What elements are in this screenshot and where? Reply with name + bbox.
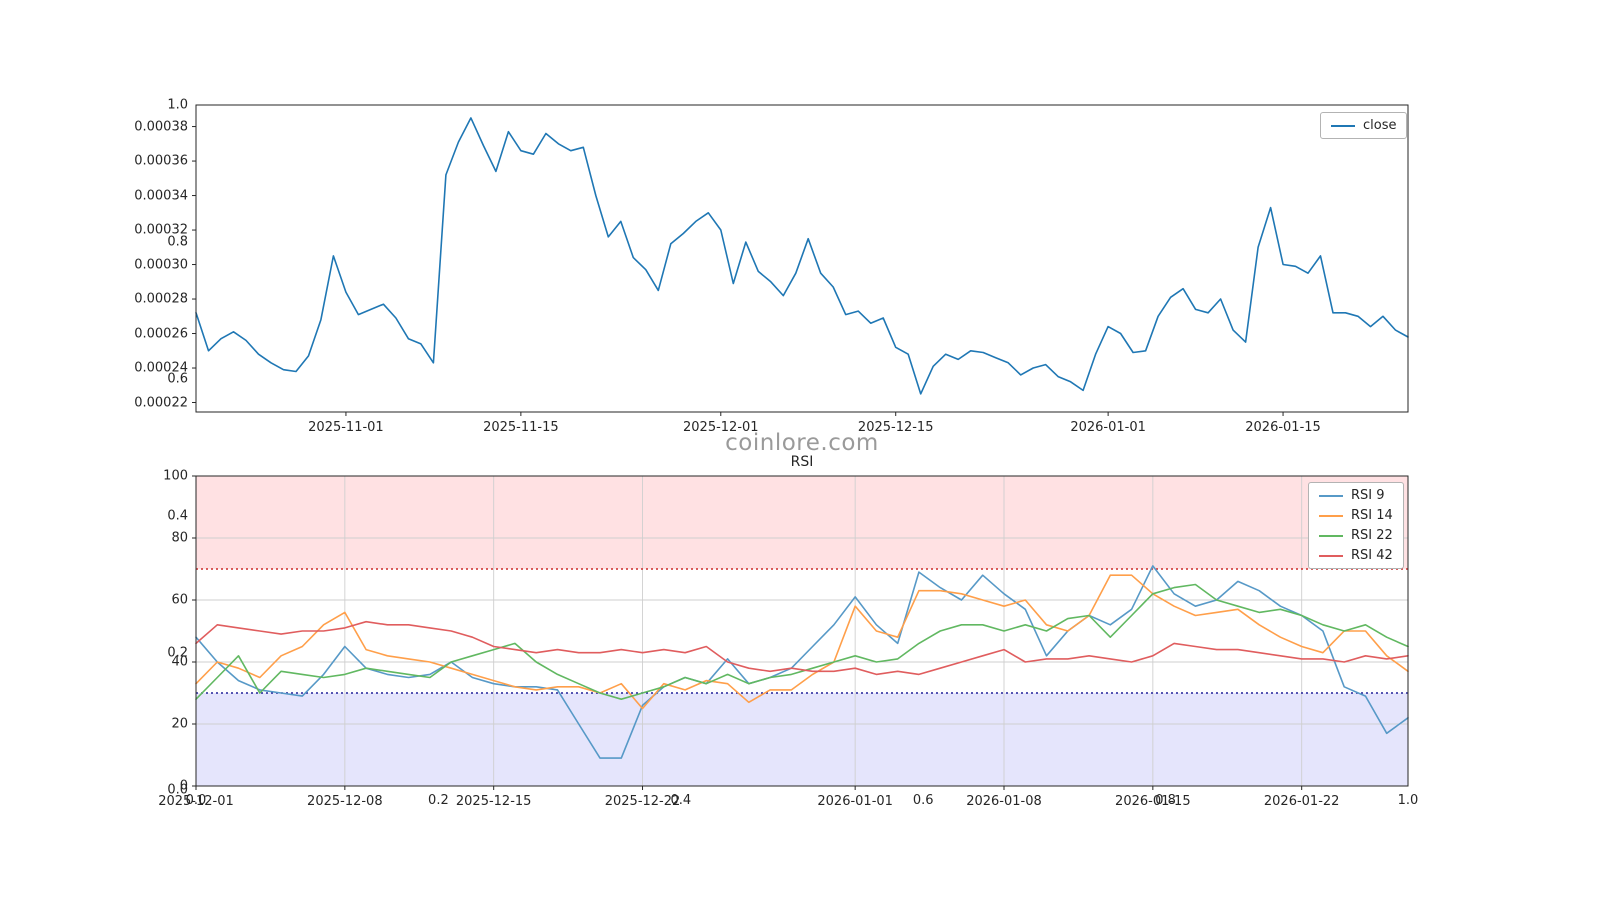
legend-item-rsi-9: RSI 9 <box>1319 488 1393 503</box>
rsi-42-line <box>195 620 1409 676</box>
legend-item-rsi-14: RSI 14 <box>1319 508 1393 523</box>
legend-item-close: close <box>1331 118 1396 133</box>
rsi-14-line-swatch <box>1319 514 1343 517</box>
legend-item-rsi-22: RSI 22 <box>1319 528 1393 543</box>
rsi-chart-title: RSI <box>790 454 814 470</box>
overbought-band <box>196 476 1408 569</box>
rsi-22-line-swatch <box>1319 534 1343 537</box>
legend-label-rsi-9: RSI 9 <box>1351 488 1385 503</box>
rsi-9-line-swatch <box>1319 494 1343 497</box>
rsi-14-line <box>195 574 1409 710</box>
legend-item-rsi-42: RSI 42 <box>1319 548 1393 563</box>
rsi-legend: RSI 9 RSI 14 RSI 22 RSI 42 <box>1308 482 1404 569</box>
watermark: coinlore.com <box>725 430 879 456</box>
legend-label-close: close <box>1363 118 1397 133</box>
close-plot-frame <box>195 104 1409 413</box>
close-line <box>195 117 1409 395</box>
close-line-swatch <box>1331 124 1355 127</box>
legend-label-rsi-22: RSI 22 <box>1351 528 1393 543</box>
close-legend: close <box>1320 112 1408 139</box>
legend-label-rsi-42: RSI 42 <box>1351 548 1393 563</box>
rsi-9-line <box>195 565 1409 759</box>
rsi-42-line-swatch <box>1319 554 1343 557</box>
rsi-22-line <box>195 583 1409 701</box>
oversold-band <box>196 693 1408 786</box>
legend-label-rsi-14: RSI 14 <box>1351 508 1393 523</box>
rsi-plot-frame <box>195 475 1409 787</box>
